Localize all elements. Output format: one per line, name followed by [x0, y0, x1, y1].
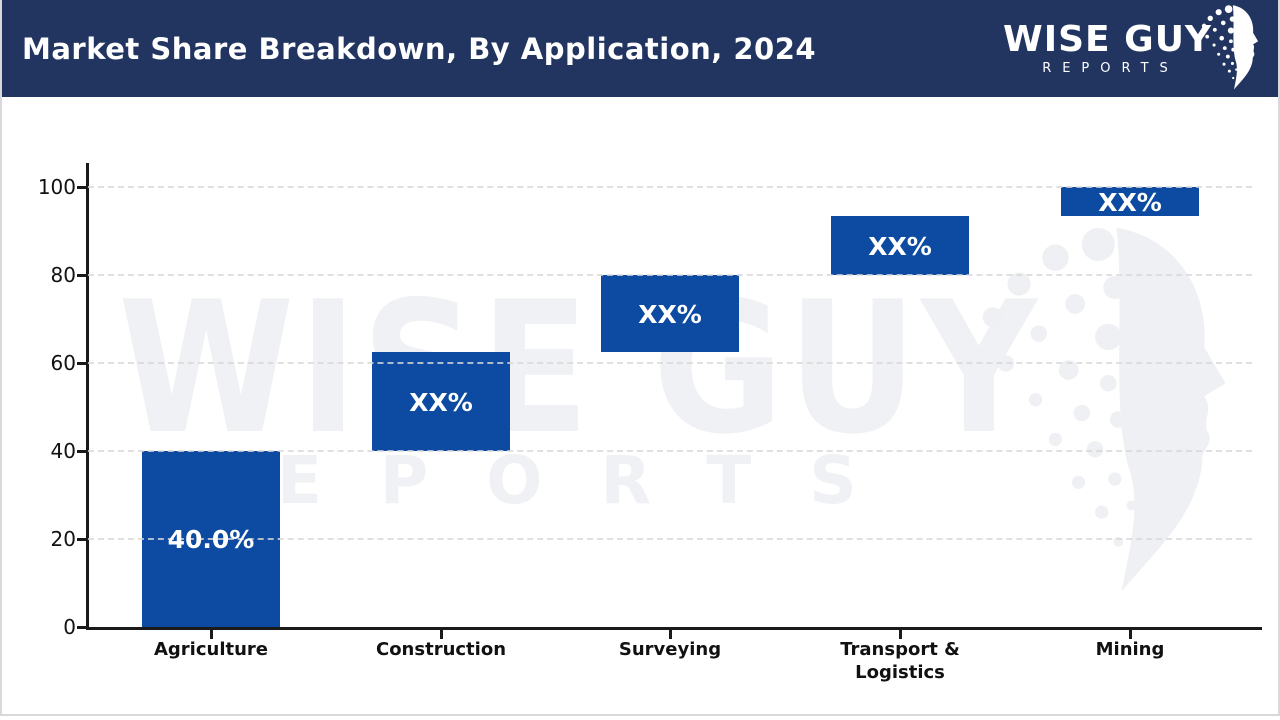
y-axis-tick-label: 80	[50, 263, 76, 287]
y-axis-tickmark	[77, 362, 86, 365]
x-axis-category-label: Agriculture	[153, 639, 269, 660]
bar-construction	[372, 352, 510, 451]
x-axis-category-label: Transport & Logistics	[840, 639, 960, 683]
x-axis-tickmark	[1129, 630, 1132, 639]
y-axis-tickmark	[77, 538, 86, 541]
wiseguy-head-icon	[1196, 3, 1262, 95]
logo-reports-text: REPORTS	[1042, 61, 1179, 76]
x-axis-category-label: Surveying	[618, 639, 722, 660]
gridline-40	[88, 450, 1252, 452]
wiseguy-logo-text: WISE GUY REPORTS	[1002, 19, 1212, 76]
bar-transport-logistics	[831, 216, 969, 275]
bar-value-label-construction: XX%	[409, 387, 473, 417]
bar-value-label-transport-logistics: XX%	[868, 231, 932, 261]
bar-mining	[1061, 187, 1199, 217]
gridline-100	[88, 186, 1252, 188]
bar-value-label-surveying: XX%	[638, 299, 702, 329]
x-axis-category-label: Construction	[375, 639, 507, 660]
bar-surveying	[601, 275, 739, 352]
x-axis-line	[86, 627, 1262, 630]
y-axis-tickmark	[77, 626, 86, 629]
bar-value-label-mining: XX%	[1098, 187, 1162, 217]
gridline-60	[88, 362, 1252, 364]
y-axis-tickmark	[77, 450, 86, 453]
x-axis-tickmark	[899, 630, 902, 639]
y-axis-tickmark	[77, 274, 86, 277]
y-axis-tick-label: 0	[63, 615, 76, 639]
y-axis-line	[86, 163, 89, 630]
gridline-20	[88, 538, 1252, 540]
y-axis-tick-label: 100	[37, 175, 76, 199]
wiseguy-logo: WISE GUY REPORTS	[1003, 3, 1262, 95]
y-axis-tick-label: 40	[50, 439, 76, 463]
y-axis-tick-label: 60	[50, 351, 76, 375]
y-axis-tick-label: 20	[50, 527, 76, 551]
x-axis-tickmark	[440, 630, 443, 639]
x-axis-tickmark	[669, 630, 672, 639]
gridline-80	[88, 274, 1252, 276]
page-title: Market Share Breakdown, By Application, …	[22, 31, 817, 66]
x-axis-tickmark	[210, 630, 213, 639]
bar-value-label-agriculture: 40.0%	[167, 525, 255, 554]
y-axis-tickmark	[77, 186, 86, 189]
logo-wordmark: WISE GUY	[1002, 19, 1212, 60]
x-axis-category-label: Mining	[1095, 639, 1165, 660]
app-header: Market Share Breakdown, By Application, …	[0, 0, 1280, 97]
